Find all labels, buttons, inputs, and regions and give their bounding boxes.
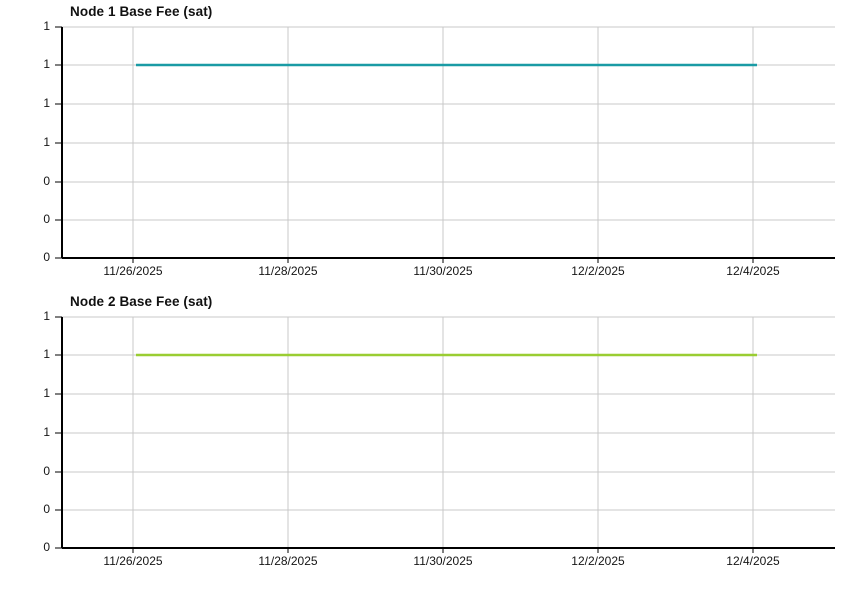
x-axis-tick-label: 12/4/2025 — [726, 554, 780, 568]
y-axis-tick-label: 1 — [43, 309, 50, 323]
chart-title: Node 1 Base Fee (sat) — [70, 4, 213, 19]
y-axis-tick-label: 1 — [43, 135, 50, 149]
x-axis-tick-label: 11/28/2025 — [258, 264, 317, 278]
y-axis-tick-label: 0 — [43, 212, 50, 226]
x-axis-tick-label: 11/30/2025 — [413, 554, 472, 568]
chart-panel-node-1: Node 1 Base Fee (sat) — [0, 0, 860, 290]
x-axis-tick-label: 12/4/2025 — [726, 264, 780, 278]
x-axis-tick-label: 11/30/2025 — [413, 264, 472, 278]
y-axis-tick-label: 1 — [43, 425, 50, 439]
y-axis-tick-label: 0 — [43, 540, 50, 554]
x-axis-tick-label: 11/28/2025 — [258, 554, 317, 568]
y-axis-tick-label: 1 — [43, 386, 50, 400]
x-axis-tick-label: 11/26/2025 — [103, 554, 162, 568]
x-axis-tick-label: 12/2/2025 — [571, 554, 625, 568]
x-axis-tick-label: 12/2/2025 — [571, 264, 625, 278]
y-axis-tick-label: 0 — [43, 464, 50, 478]
y-axis-tick-label: 1 — [43, 347, 50, 361]
chart-plot-area: 1 1 1 1 0 0 0 11/26/2025 11/28/2025 11/3… — [43, 19, 835, 278]
y-axis-tick-label: 0 — [43, 174, 50, 188]
x-axis-tick-label: 11/26/2025 — [103, 264, 162, 278]
chart-plot-area: 1 1 1 1 0 0 0 11/26/2025 11/28/2025 11/3… — [43, 309, 835, 568]
chart-title: Node 2 Base Fee (sat) — [70, 294, 213, 309]
y-axis-tick-label: 1 — [43, 57, 50, 71]
y-axis-tick-label: 1 — [43, 96, 50, 110]
y-axis-tick-label: 0 — [43, 250, 50, 264]
y-axis-tick-label: 0 — [43, 502, 50, 516]
chart-panel-node-2: Node 2 Base Fee (sat) — [0, 290, 860, 580]
y-axis-tick-label: 1 — [43, 19, 50, 33]
